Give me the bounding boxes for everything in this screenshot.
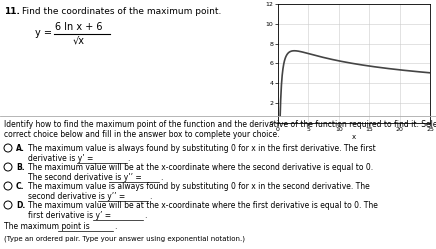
Text: .: . [149, 192, 152, 201]
Text: The maximum value will be at the x-coordinate where the first derivative is equa: The maximum value will be at the x-coord… [28, 201, 378, 210]
Text: Identify how to find the maximum point of the function and the derivative of the: Identify how to find the maximum point o… [4, 120, 436, 129]
Text: The maximum point is: The maximum point is [4, 222, 90, 231]
Text: y =: y = [35, 28, 52, 38]
Text: The maximum value is always found by substituting 0 for x in the first derivativ: The maximum value is always found by sub… [28, 144, 376, 153]
Text: D.: D. [16, 201, 25, 210]
Text: The maximum value will be at the x-coordinate where the second derivative is equ: The maximum value will be at the x-coord… [28, 163, 373, 172]
Text: .: . [128, 154, 130, 163]
Text: second derivative is y’’ =: second derivative is y’’ = [28, 192, 125, 201]
Text: B.: B. [16, 163, 24, 172]
Text: 6 ln x + 6: 6 ln x + 6 [55, 22, 102, 32]
Text: A.: A. [16, 144, 25, 153]
Text: .: . [144, 211, 146, 220]
Text: first derivative is y’ =: first derivative is y’ = [28, 211, 111, 220]
Text: .: . [114, 222, 116, 231]
Text: correct choice below and fill in the answer box to complete your choice.: correct choice below and fill in the ans… [4, 130, 279, 139]
Text: √x: √x [73, 35, 85, 45]
Text: The second derivative is y’’ =: The second derivative is y’’ = [28, 173, 142, 182]
Text: The maximum value is always found by substituting 0 for x in the second derivati: The maximum value is always found by sub… [28, 182, 370, 191]
Text: (Type an ordered pair. Type your answer using exponential notation.): (Type an ordered pair. Type your answer … [4, 235, 245, 242]
Text: derivative is y’ =: derivative is y’ = [28, 154, 93, 163]
X-axis label: x: x [352, 134, 356, 140]
Text: Find the coordinates of the maximum point.: Find the coordinates of the maximum poin… [22, 7, 221, 16]
Text: 11.: 11. [4, 7, 20, 16]
Text: C.: C. [16, 182, 24, 191]
Text: .: . [160, 173, 162, 182]
